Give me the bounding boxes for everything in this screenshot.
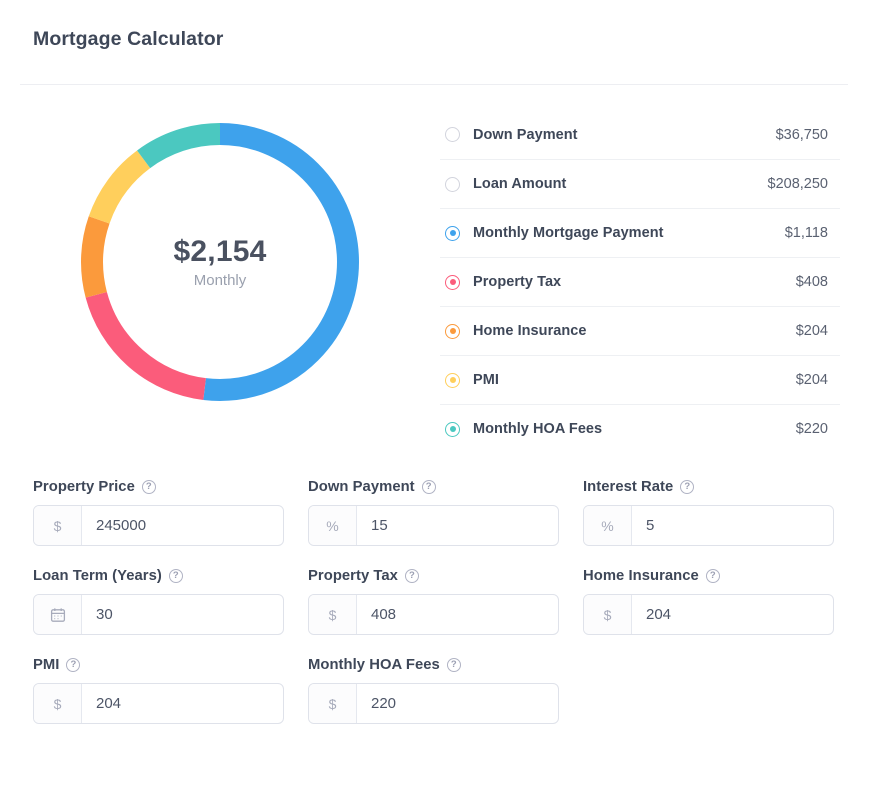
form-field: Home Insurance? $ [583,568,834,635]
field-label: PMI? [33,657,284,673]
field-label: Monthly HOA Fees? [308,657,559,673]
field-input[interactable] [82,684,283,723]
form-field: Monthly HOA Fees? $ [308,657,559,724]
percent-sign: % [309,506,357,545]
donut-chart-column: $2,154 Monthly [0,106,440,412]
summary-section: $2,154 Monthly Down Payment $36,750 Loan A… [0,84,869,453]
form-field: Loan Term (Years)? [33,568,284,635]
legend-radio-icon[interactable] [445,323,460,339]
legend-radio-icon[interactable] [445,421,460,437]
field-input[interactable] [357,506,558,545]
legend-item-label: Monthly HOA Fees [473,421,603,437]
input-group: % [583,505,834,546]
donut-chart-svg [81,123,359,401]
input-group: $ [583,594,834,635]
field-label: Interest Rate? [583,479,834,495]
form-field: Property Tax? $ [308,568,559,635]
input-group: $ [33,683,284,724]
legend-item-amount: $1,118 [784,225,828,241]
help-icon[interactable]: ? [680,480,695,494]
legend-radio-icon[interactable] [445,372,460,388]
legend-item-amount: $36,750 [775,126,828,143]
field-label: Loan Term (Years)? [33,568,284,584]
help-icon[interactable]: ? [141,480,156,494]
field-label-text: Home Insurance [583,568,699,584]
legend-item[interactable]: PMI $204 [440,355,840,404]
donut-chart: $2,154 Monthly [70,112,370,412]
form-field: Down Payment?% [308,479,559,546]
field-input[interactable] [357,684,558,723]
percent-sign: % [584,506,632,545]
header-divider [20,84,848,85]
input-group: % [308,505,559,546]
legend-item[interactable]: Home Insurance $204 [440,306,840,355]
field-label-text: Down Payment [308,479,415,495]
form-field: Interest Rate?% [583,479,834,546]
form-field: Property Price? $ [33,479,284,546]
legend-item[interactable]: Property Tax $408 [440,257,840,306]
field-label-text: Property Price [33,479,135,495]
page-title: Mortgage Calculator [33,28,224,50]
field-label-text: Loan Term (Years) [33,568,162,584]
field-label: Property Tax? [308,568,559,584]
legend-radio-icon[interactable] [445,274,460,290]
legend-item[interactable]: Loan Amount $208,250 [440,159,840,208]
field-input[interactable] [632,506,833,545]
donut-segment[interactable] [81,123,359,401]
field-label: Home Insurance? [583,568,834,584]
help-icon[interactable]: ? [404,569,419,583]
input-group: $ [308,683,559,724]
legend-item-amount: $204 [795,372,828,388]
field-input[interactable] [82,506,283,545]
legend-item-amount: $220 [795,421,828,437]
help-icon[interactable]: ? [66,658,81,672]
field-input[interactable] [632,595,833,634]
legend-item-label: Down Payment [473,126,578,143]
form-row: Property Price?$Down Payment?%Interest R… [0,479,869,546]
legend-item-label: Property Tax [473,274,562,290]
legend-radio-icon[interactable] [445,176,460,192]
dollar-sign: $ [584,595,632,634]
legend-item-label: Home Insurance [473,323,587,339]
help-icon[interactable]: ? [705,569,720,583]
legend-item[interactable]: Down Payment $36,750 [440,110,840,159]
dollar-sign: $ [309,595,357,634]
input-group: $ [308,594,559,635]
summary-legend-list: Down Payment $36,750 Loan Amount $208,250 Mo… [440,106,840,453]
card-header: Mortgage Calculator [0,0,869,84]
donut-segment[interactable] [81,123,359,401]
form-row: PMI? $ Monthly HOA Fees? $ [0,657,869,724]
legend-radio-icon[interactable] [445,225,460,241]
dollar-sign: $ [309,684,357,723]
input-group: $ [33,505,284,546]
form-field: PMI? $ [33,657,284,724]
field-input[interactable] [82,595,283,634]
legend-item-label: Monthly Mortgage Payment [473,225,664,241]
help-icon[interactable]: ? [168,569,183,583]
legend-item-amount: $208,250 [767,176,828,192]
field-input[interactable] [357,595,558,634]
help-icon[interactable]: ? [421,480,436,494]
help-icon[interactable]: ? [446,658,461,672]
dollar-sign: $ [34,506,82,545]
field-label-text: Interest Rate [583,479,674,495]
field-label-text: PMI [33,657,60,673]
input-group [33,594,284,635]
legend-item-label: PMI [473,372,499,388]
legend-item[interactable]: Monthly Mortgage Payment $1,118 [440,208,840,257]
field-label-text: Property Tax [308,568,398,584]
legend-item-amount: $204 [795,323,828,339]
dollar-sign: $ [34,684,82,723]
inputs-section: Property Price?$Down Payment?%Interest R… [0,453,869,724]
field-label-text: Monthly HOA Fees [308,657,440,673]
form-row: Loan Term (Years)?Property Tax?$Home Ins… [0,568,869,635]
legend-item-amount: $408 [795,274,828,290]
calendar-icon [34,595,82,634]
field-label: Property Price? [33,479,284,495]
legend-radio-icon[interactable] [445,127,460,142]
legend-item-label: Loan Amount [473,176,567,192]
field-label: Down Payment? [308,479,559,495]
legend-item[interactable]: Monthly HOA Fees $220 [440,404,840,453]
